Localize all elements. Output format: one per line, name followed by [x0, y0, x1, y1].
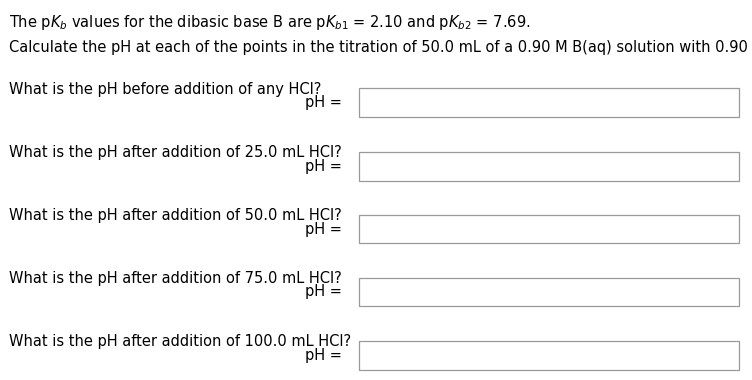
FancyBboxPatch shape	[359, 341, 739, 369]
Text: pH =: pH =	[305, 95, 342, 110]
Text: What is the pH before addition of any HCl?: What is the pH before addition of any HC…	[9, 82, 321, 97]
FancyBboxPatch shape	[359, 89, 739, 117]
FancyBboxPatch shape	[359, 215, 739, 243]
FancyBboxPatch shape	[359, 277, 739, 306]
Text: What is the pH after addition of 25.0 mL HCl?: What is the pH after addition of 25.0 mL…	[9, 145, 341, 160]
FancyBboxPatch shape	[359, 152, 739, 180]
Text: The p$K_b$ values for the dibasic base B are p$K_{b1}$ = 2.10 and p$K_{b2}$ = 7.: The p$K_b$ values for the dibasic base B…	[9, 13, 531, 32]
Text: pH =: pH =	[305, 159, 342, 174]
Text: pH =: pH =	[305, 284, 342, 299]
Text: What is the pH after addition of 50.0 mL HCl?: What is the pH after addition of 50.0 mL…	[9, 208, 341, 223]
Text: What is the pH after addition of 100.0 mL HCl?: What is the pH after addition of 100.0 m…	[9, 334, 351, 348]
Text: Calculate the pH at each of the points in the titration of 50.0 mL of a 0.90 M B: Calculate the pH at each of the points i…	[9, 40, 752, 55]
Text: pH =: pH =	[305, 222, 342, 237]
Text: What is the pH after addition of 75.0 mL HCl?: What is the pH after addition of 75.0 mL…	[9, 271, 341, 286]
Text: pH =: pH =	[305, 348, 342, 363]
